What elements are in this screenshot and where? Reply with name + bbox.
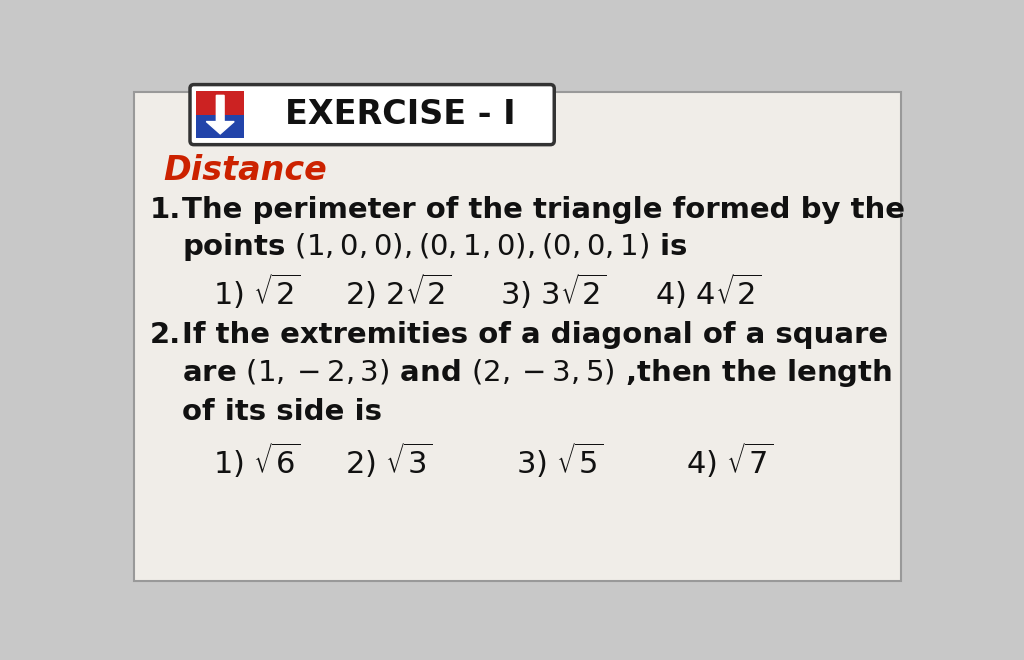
Text: Distance: Distance	[163, 154, 327, 187]
Text: 3) $3\sqrt{2}$: 3) $3\sqrt{2}$	[500, 271, 607, 311]
FancyBboxPatch shape	[197, 115, 245, 139]
Text: 2) $2\sqrt{2}$: 2) $2\sqrt{2}$	[345, 271, 452, 311]
Text: 2.: 2.	[150, 321, 181, 349]
Text: The perimeter of the triangle formed by the: The perimeter of the triangle formed by …	[182, 196, 905, 224]
Text: EXERCISE - I: EXERCISE - I	[285, 98, 515, 131]
Text: If the extremities of a diagonal of a square: If the extremities of a diagonal of a sq…	[182, 321, 889, 349]
Text: 1.: 1.	[150, 196, 181, 224]
Text: 3) $\sqrt{5}$: 3) $\sqrt{5}$	[515, 440, 603, 480]
Text: are $(1,-2,3)$ and $(2,-3,5)$ ,then the length: are $(1,-2,3)$ and $(2,-3,5)$ ,then the …	[182, 357, 892, 389]
Text: of its side is: of its side is	[182, 398, 382, 426]
Text: points $(1,0,0),(0,1,0),(0,0,1)$ is: points $(1,0,0),(0,1,0),(0,0,1)$ is	[182, 231, 688, 263]
Text: 2) $\sqrt{3}$: 2) $\sqrt{3}$	[345, 440, 432, 480]
Text: 4) $4\sqrt{2}$: 4) $4\sqrt{2}$	[655, 271, 762, 311]
Polygon shape	[206, 95, 234, 134]
Text: 1) $\sqrt{6}$: 1) $\sqrt{6}$	[213, 440, 301, 480]
FancyBboxPatch shape	[134, 92, 901, 581]
Text: 4) $\sqrt{7}$: 4) $\sqrt{7}$	[686, 440, 773, 480]
FancyBboxPatch shape	[190, 84, 554, 145]
FancyBboxPatch shape	[197, 91, 245, 115]
Text: 1) $\sqrt{2}$: 1) $\sqrt{2}$	[213, 271, 301, 311]
